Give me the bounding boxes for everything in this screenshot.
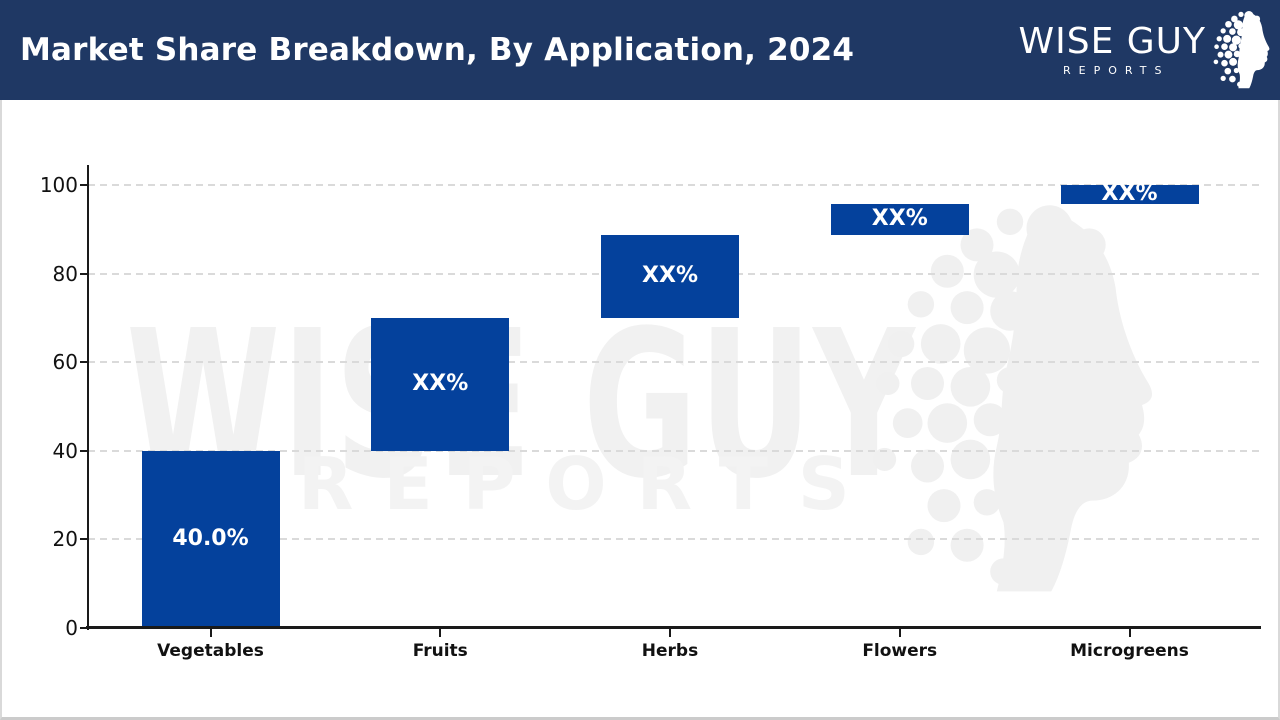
y-tick-label: 0 [65, 615, 78, 640]
x-tick-mark [898, 628, 901, 637]
x-axis-line [86, 626, 1261, 629]
x-tick-mark [1128, 628, 1131, 637]
bar-microgreens: XX% [1060, 181, 1199, 207]
x-axis-label-vegetables: Vegetables [157, 640, 264, 661]
bar-value-label: XX% [412, 371, 469, 397]
brand-logo-text: WISE GUY REPORTS [1019, 23, 1207, 77]
y-tick-mark [80, 538, 88, 540]
gridline-60 [88, 361, 1261, 363]
brand-logo-subtext: REPORTS [1063, 63, 1170, 77]
bar-value-label: XX% [1101, 181, 1158, 207]
bar-vegetables: 40.0% [141, 450, 280, 628]
y-tick-mark [80, 626, 88, 629]
bar-fruits: XX% [371, 317, 510, 451]
y-tick-label: 100 [39, 173, 78, 197]
header: Market Share Breakdown, By Application, … [0, 0, 1280, 100]
y-tick-label: 80 [52, 261, 78, 286]
x-axis-label-fruits: Fruits [412, 640, 468, 661]
y-tick-mark [80, 272, 88, 275]
bar-value-label: XX% [642, 263, 698, 289]
dotted-head-logo-icon [1208, 6, 1274, 94]
x-axis-label-herbs: Herbs [641, 640, 699, 661]
bar-value-label: XX% [871, 206, 928, 232]
y-axis-line [87, 165, 89, 630]
y-tick-label: 20 [52, 527, 78, 551]
y-tick-mark [80, 361, 88, 363]
gridline-40 [88, 449, 1261, 452]
y-tick-mark [80, 449, 88, 452]
y-tick-label: 40 [52, 438, 78, 463]
x-axis-label-microgreens: Microgreens [1070, 640, 1189, 661]
x-tick-mark [669, 628, 671, 637]
gridline-100 [88, 184, 1261, 186]
brand-logo-wordmark: WISE GUY [1018, 21, 1206, 63]
x-axis-label-flowers: Flowers [862, 640, 938, 661]
y-tick-mark [80, 184, 88, 186]
bar-flowers: XX% [830, 203, 969, 235]
page-title: Market Share Breakdown, By Application, … [20, 32, 855, 68]
watermark-subtext: REPORTS [298, 442, 880, 526]
bar-value-label: 40.0% [172, 526, 249, 551]
x-tick-mark [439, 628, 442, 637]
y-tick-label: 60 [52, 350, 78, 374]
x-tick-mark [209, 628, 212, 637]
gridline-20 [88, 538, 1261, 540]
bar-herbs: XX% [601, 234, 739, 318]
brand-logo: WISE GUY REPORTS [1019, 4, 1275, 96]
dotted-head-watermark-icon [845, 188, 1175, 612]
